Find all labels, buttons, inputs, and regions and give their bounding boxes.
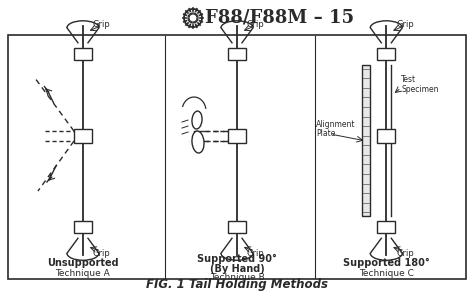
Bar (8, 35, 466, 279)
Ellipse shape (192, 131, 204, 153)
Bar (377, 129, 395, 143)
Text: Grip: Grip (396, 249, 414, 258)
Bar (228, 48, 246, 60)
Bar (362, 65, 370, 216)
Text: Supported 90°: Supported 90° (197, 254, 277, 264)
Bar (377, 48, 395, 60)
Text: Grip: Grip (93, 20, 111, 29)
Bar (228, 129, 246, 143)
Bar (377, 221, 395, 233)
Text: Grip: Grip (396, 20, 414, 29)
Text: (By Hand): (By Hand) (210, 264, 264, 274)
Text: Technique B: Technique B (210, 274, 264, 283)
Ellipse shape (192, 111, 202, 129)
Text: Plate: Plate (316, 129, 336, 138)
Text: Technique A: Technique A (55, 269, 110, 277)
Text: F88/F88M – 15: F88/F88M – 15 (205, 9, 354, 27)
Bar (74, 129, 92, 143)
Text: Unsupported: Unsupported (47, 258, 119, 268)
Bar (228, 221, 246, 233)
Text: Test: Test (401, 75, 417, 84)
Text: Technique C: Technique C (359, 269, 414, 277)
Text: Supported 180°: Supported 180° (343, 258, 430, 268)
Text: Alignment: Alignment (316, 120, 356, 129)
Text: Grip: Grip (93, 249, 111, 258)
Text: Grip: Grip (247, 20, 265, 29)
Bar (74, 48, 92, 60)
Text: Specimen: Specimen (401, 85, 439, 94)
Bar (74, 221, 92, 233)
Text: FIG. 1 Tail Holding Methods: FIG. 1 Tail Holding Methods (146, 278, 328, 291)
Text: Grip: Grip (247, 249, 265, 258)
